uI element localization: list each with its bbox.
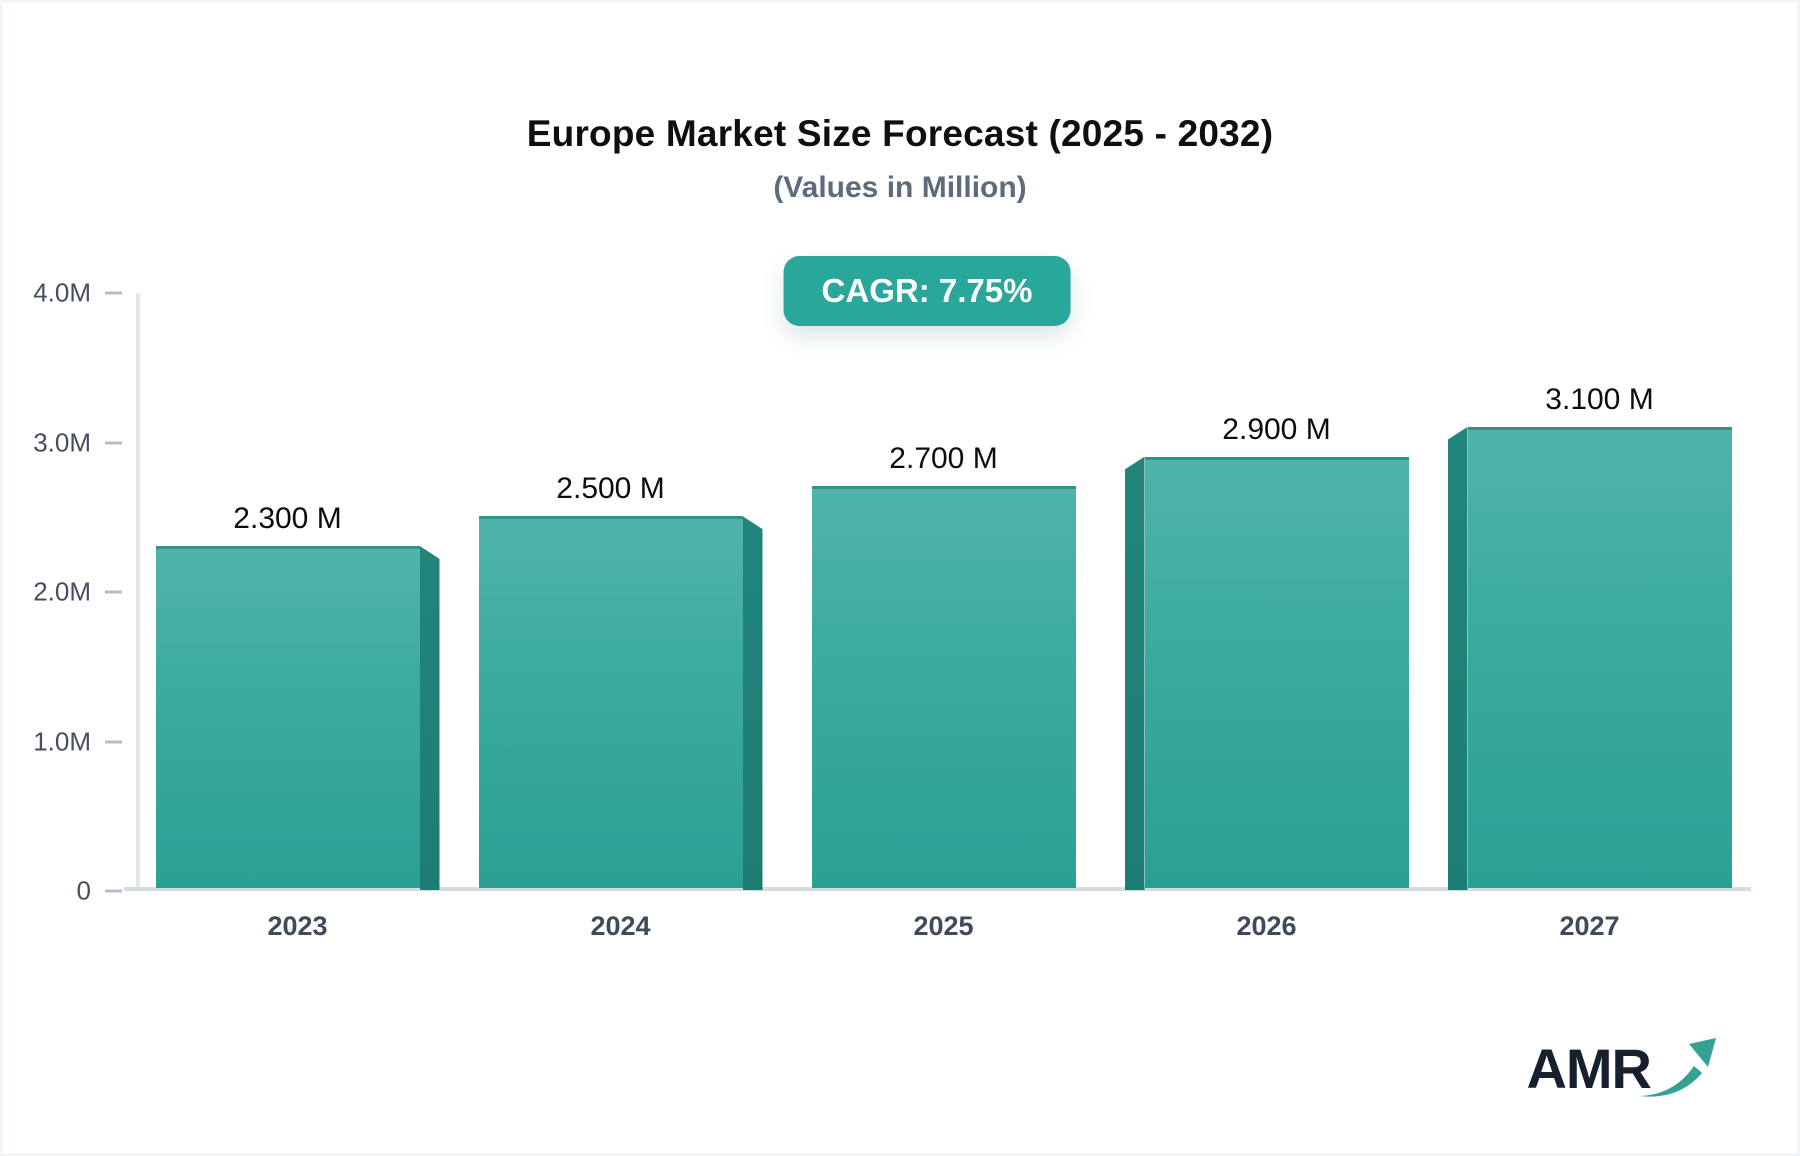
y-tick-label: 4.0M — [33, 277, 91, 308]
bar-value-label: 3.100 M — [1545, 382, 1654, 416]
y-tick-mark — [105, 889, 122, 893]
x-axis-label-2027: 2027 — [1559, 911, 1620, 941]
amr-logo: AMR — [1526, 1037, 1717, 1097]
bar-2026: 2.900 M — [1124, 413, 1409, 890]
cagr-badge-label: CAGR: 7.75% — [821, 272, 1033, 309]
x-axis-label-2023: 2023 — [267, 911, 328, 941]
x-axis-baseline — [124, 887, 1751, 891]
y-axis-line — [136, 293, 140, 891]
bar-value-label: 2.300 M — [233, 501, 342, 535]
bar-value-label: 2.500 M — [556, 472, 665, 506]
y-tick-mark — [105, 441, 122, 444]
bar-slot-2024: 2.500 M — [459, 293, 782, 890]
y-tick-2.0M: 2.0M — [33, 577, 122, 608]
y-tick-3.0M: 3.0M — [33, 427, 122, 458]
bar-2024: 2.500 M — [478, 472, 763, 890]
bar-value-label: 2.700 M — [889, 442, 998, 476]
bar-2023: 2.300 M — [155, 502, 440, 890]
y-tick-label: 2.0M — [33, 576, 91, 607]
bar-face — [811, 486, 1076, 888]
bar-3d-side — [1124, 456, 1145, 890]
x-axis-label-2024: 2024 — [590, 911, 651, 941]
x-axis-labels: 2023 2024 2025 2026 2027 — [136, 911, 1751, 942]
bar-face — [155, 545, 420, 888]
y-tick-1.0M: 1.0M — [33, 726, 122, 757]
y-tick-4.0M: 4.0M — [33, 278, 122, 309]
bar-value-label: 2.900 M — [1222, 412, 1331, 446]
bar-slot-2023: 2.300 M — [136, 293, 459, 890]
trend-up-arrow-icon — [1640, 1038, 1716, 1097]
x-axis-label-2025: 2025 — [913, 911, 974, 941]
cagr-badge: CAGR: 7.75% — [783, 256, 1071, 326]
bar-face — [1144, 456, 1409, 888]
y-tick-label: 0 — [76, 875, 91, 906]
bar-face — [478, 516, 743, 888]
chart-title: Europe Market Size Forecast (2025 - 2032… — [526, 113, 1274, 154]
y-tick-label: 1.0M — [33, 726, 91, 756]
y-tick-mark — [105, 740, 122, 743]
bar-2027: 3.100 M — [1447, 383, 1732, 890]
bar-3d-side — [419, 545, 440, 890]
bar-3d-side — [1447, 426, 1468, 890]
bar-slot-2026: 2.900 M — [1105, 293, 1428, 890]
x-axis-label-2026: 2026 — [1236, 911, 1297, 941]
y-tick-label: 3.0M — [33, 427, 91, 457]
bar-2025: 2.700 M — [811, 442, 1076, 888]
bars-container: 2.300 M 2.500 M 2.700 M 2.900 M 3.100 M — [136, 293, 1751, 890]
bar-face — [1467, 426, 1732, 888]
y-tick-0: 0 — [77, 876, 122, 907]
chart-subtitle: (Values in Million) — [773, 171, 1027, 204]
amr-logo-text: AMR — [1526, 1037, 1652, 1100]
bar-3d-side — [742, 516, 763, 890]
y-tick-mark — [105, 590, 122, 594]
bar-slot-2025: 2.700 M — [782, 293, 1105, 888]
y-tick-mark — [105, 291, 122, 295]
bar-slot-2027: 3.100 M — [1428, 293, 1751, 890]
